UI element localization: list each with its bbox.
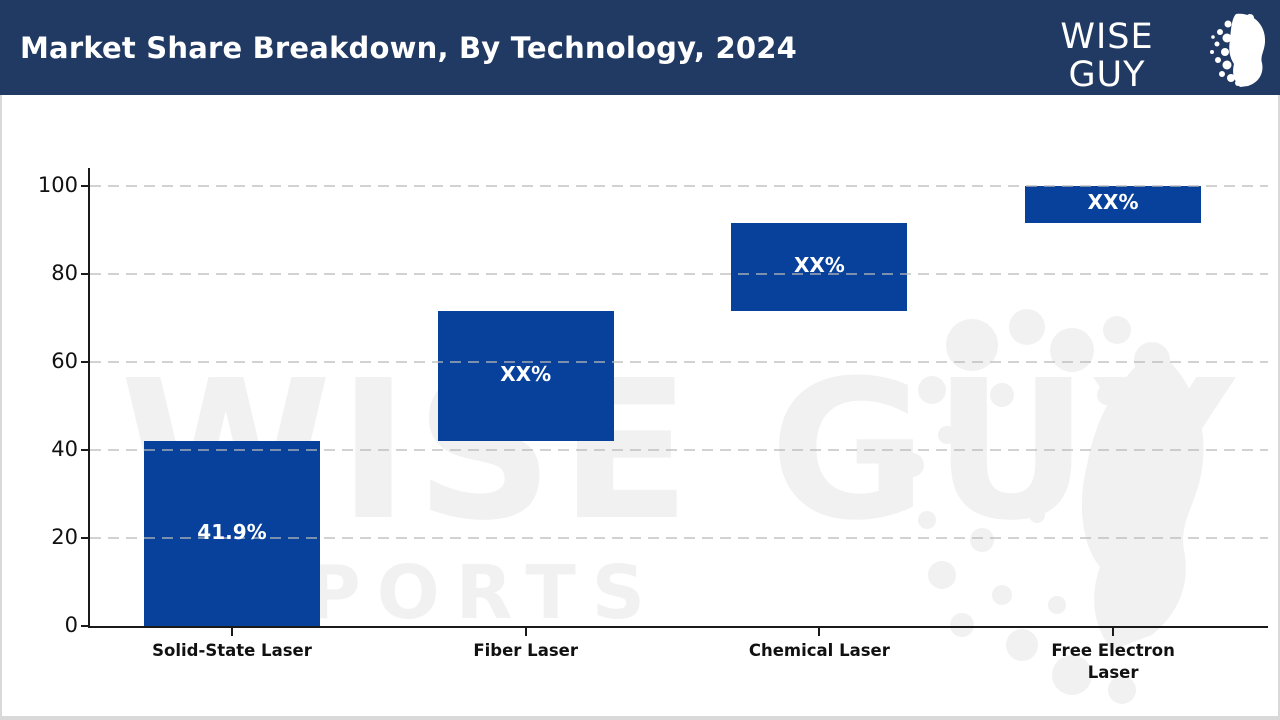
x-category-label-3: Chemical Laser (748, 641, 890, 660)
gridline-60 (90, 360, 1268, 363)
bar-value-label-2: XX% (500, 362, 552, 387)
bar-2[interactable] (437, 310, 614, 442)
dotted-head-icon (1210, 13, 1266, 88)
bar-4[interactable] (1025, 185, 1202, 223)
y-tick-mark-60 (81, 360, 89, 363)
gridline-80 (90, 272, 1268, 275)
gridline-40 (90, 448, 1268, 451)
y-tick-label-100: 100 (37, 172, 78, 197)
watermark-dotted-head (900, 309, 1204, 704)
y-axis-line (88, 167, 90, 628)
x-axis-line (88, 626, 1268, 628)
gridline-100 (90, 184, 1268, 187)
x-tick-mark-2 (524, 628, 527, 636)
bar-1[interactable] (144, 441, 320, 626)
bar-value-label-1: 41.9% (197, 519, 267, 544)
x-category-label-1: Solid-State Laser (152, 641, 312, 660)
header-bar: Market Share Breakdown, By Technology, 2… (0, 0, 1280, 111)
y-tick-mark-40 (81, 448, 89, 451)
wise-guy-reports-logo: WISE GUY REPORTS (1018, 8, 1268, 111)
gridline-20 (90, 536, 1268, 539)
x-tick-mark-3 (818, 628, 821, 636)
x-tick-mark-4 (1112, 628, 1115, 636)
y-tick-label-40: 40 (51, 436, 78, 461)
y-tick-label-20: 20 (51, 524, 78, 549)
y-tick-mark-80 (81, 272, 89, 275)
bar-value-label-3: XX% (793, 252, 845, 277)
chart-title: Market Share Breakdown, By Technology, 2… (20, 30, 798, 65)
chart-canvas: WISE GUY REPORTS 0 20 40 60 80 100 41.9% Solid-… (0, 95, 1280, 720)
y-tick-label-0: 0 (64, 613, 78, 637)
x-category-label-2: Fiber Laser (473, 641, 578, 660)
logo-wordmark: WISE GUY (1060, 17, 1154, 95)
x-category-label-4: Free Electron Laser (1051, 641, 1175, 682)
x-tick-mark-1 (231, 628, 233, 636)
bar-3[interactable] (731, 222, 908, 311)
y-tick-mark-0 (81, 625, 89, 627)
y-tick-mark-20 (81, 536, 89, 539)
y-tick-label-60: 60 (51, 348, 78, 373)
bar-value-label-4: XX% (1087, 190, 1139, 215)
y-tick-mark-100 (81, 184, 89, 187)
y-tick-label-80: 80 (51, 260, 78, 285)
